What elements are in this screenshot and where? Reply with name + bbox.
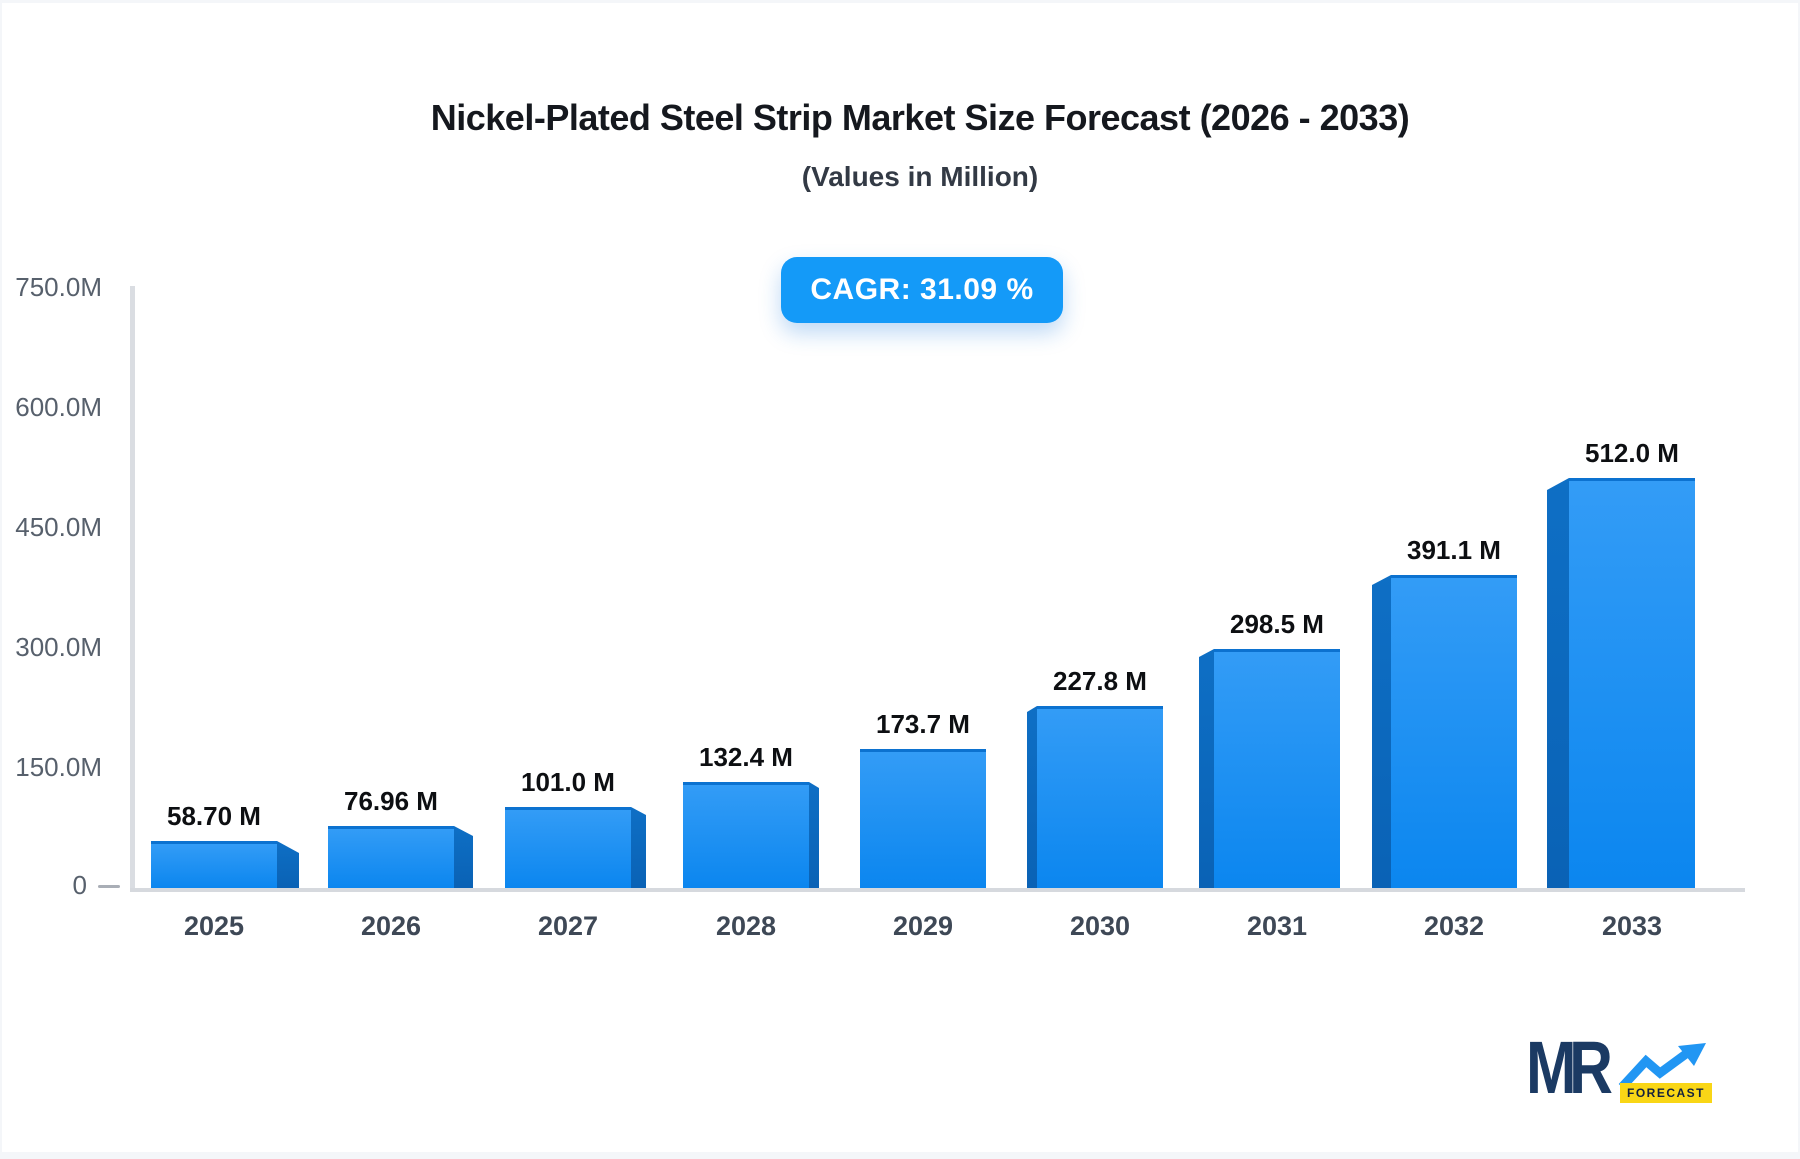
y-tick-label: 150.0M xyxy=(2,752,102,783)
x-tick-label-2031: 2031 xyxy=(1207,911,1347,942)
bar-2027 xyxy=(505,807,631,888)
y-tick-label-0: 0 xyxy=(2,870,87,901)
bar-value-label-2028: 132.4 M xyxy=(646,742,846,773)
bar-2029 xyxy=(860,749,986,888)
bar-value-label-2030: 227.8 M xyxy=(1000,666,1200,697)
bar-value-label-2032: 391.1 M xyxy=(1354,535,1554,566)
y-tick-label: 750.0M xyxy=(2,272,102,303)
y-tick-label: 600.0M xyxy=(2,392,102,423)
bar-side-face-2028 xyxy=(809,782,819,888)
bar-2028 xyxy=(683,782,809,888)
mr-forecast-logo: MR FORECAST xyxy=(1526,1037,1706,1109)
bar-2025 xyxy=(151,841,277,888)
bar-value-label-2033: 512.0 M xyxy=(1532,438,1732,469)
bar-value-label-2026: 76.96 M xyxy=(291,786,491,817)
bar-value-label-2031: 298.5 M xyxy=(1177,609,1377,640)
x-tick-label-2025: 2025 xyxy=(144,911,284,942)
x-tick-label-2027: 2027 xyxy=(498,911,638,942)
y-tick-label: 300.0M xyxy=(2,632,102,663)
x-tick-label-2030: 2030 xyxy=(1030,911,1170,942)
bar-2033 xyxy=(1569,478,1695,888)
y-tick-label: 450.0M xyxy=(2,512,102,543)
bar-value-label-2029: 173.7 M xyxy=(823,709,1023,740)
bar-side-face-2031 xyxy=(1199,649,1214,888)
bar-2026 xyxy=(328,826,454,888)
bar-side-face-2030 xyxy=(1027,706,1037,888)
x-tick-label-2032: 2032 xyxy=(1384,911,1524,942)
logo-forecast-badge: FORECAST xyxy=(1620,1083,1712,1103)
bar-side-face-2032 xyxy=(1372,575,1391,888)
bar-2031 xyxy=(1214,649,1340,888)
chart-card: Nickel-Plated Steel Strip Market Size Fo… xyxy=(2,3,1798,1152)
logo-brand-text: MR xyxy=(1526,1025,1606,1110)
zero-tick-mark xyxy=(98,885,120,888)
bar-side-face-2025 xyxy=(277,841,299,888)
x-tick-label-2029: 2029 xyxy=(853,911,993,942)
x-tick-label-2028: 2028 xyxy=(676,911,816,942)
y-axis-line xyxy=(130,286,135,888)
bar-side-face-2033 xyxy=(1547,478,1569,888)
x-tick-label-2033: 2033 xyxy=(1562,911,1702,942)
bar-2032 xyxy=(1391,575,1517,888)
bar-side-face-2026 xyxy=(454,826,473,888)
x-axis-baseline xyxy=(130,888,1745,892)
bar-side-face-2027 xyxy=(631,807,646,888)
bar-value-label-2027: 101.0 M xyxy=(468,767,668,798)
bar-2030 xyxy=(1037,706,1163,888)
bar-value-label-2025: 58.70 M xyxy=(114,801,314,832)
x-tick-label-2026: 2026 xyxy=(321,911,461,942)
